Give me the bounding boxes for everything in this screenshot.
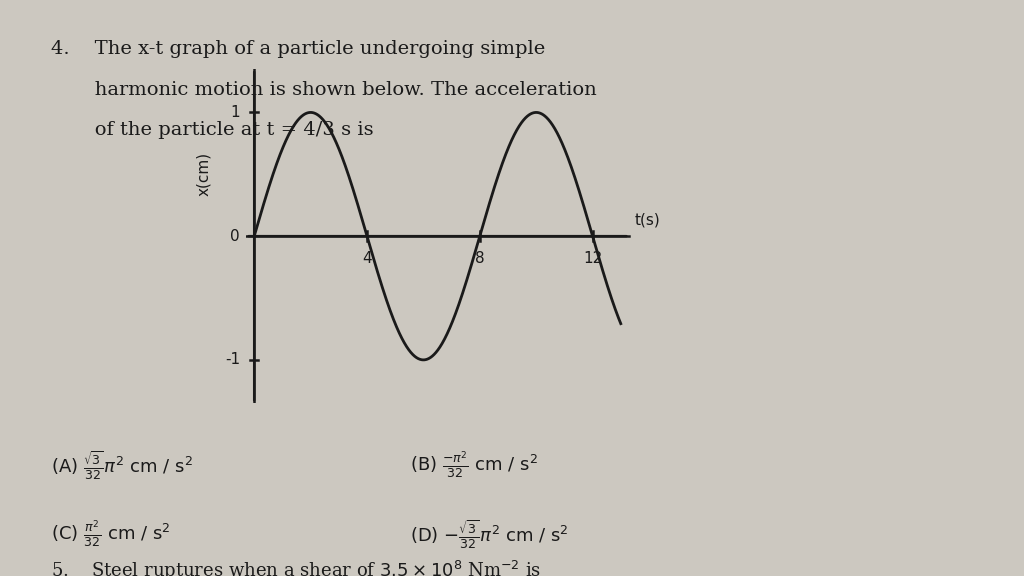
Text: (A) $\frac{\sqrt{3}}{32}\pi^2$ cm / s$^2$: (A) $\frac{\sqrt{3}}{32}\pi^2$ cm / s$^2…	[51, 449, 194, 482]
Text: 1: 1	[230, 105, 240, 120]
Text: t(s): t(s)	[635, 213, 660, 228]
Text: x(cm): x(cm)	[196, 152, 211, 196]
Text: 5.    Steel ruptures when a shear of $3.5 \times 10^8$ Nm$^{-2}$ is: 5. Steel ruptures when a shear of $3.5 \…	[51, 559, 542, 576]
Text: 4: 4	[362, 251, 372, 266]
Text: 8: 8	[475, 251, 484, 266]
Text: (B) $\frac{-\pi^2}{32}$ cm / s$^2$: (B) $\frac{-\pi^2}{32}$ cm / s$^2$	[410, 449, 538, 480]
Text: (D) $-\frac{\sqrt{3}}{32}\pi^2$ cm / s$^2$: (D) $-\frac{\sqrt{3}}{32}\pi^2$ cm / s$^…	[410, 518, 568, 551]
Text: 0: 0	[230, 229, 240, 244]
Text: 4.    The x-t graph of a particle undergoing simple: 4. The x-t graph of a particle undergoin…	[51, 40, 546, 58]
Text: (C) $\frac{\pi^2}{32}$ cm / s$^2$: (C) $\frac{\pi^2}{32}$ cm / s$^2$	[51, 518, 171, 550]
Text: -1: -1	[225, 353, 240, 367]
Text: 12: 12	[583, 251, 602, 266]
Text: of the particle at t = 4/3 s is: of the particle at t = 4/3 s is	[51, 121, 374, 139]
Text: harmonic motion is shown below. The acceleration: harmonic motion is shown below. The acce…	[51, 81, 597, 98]
